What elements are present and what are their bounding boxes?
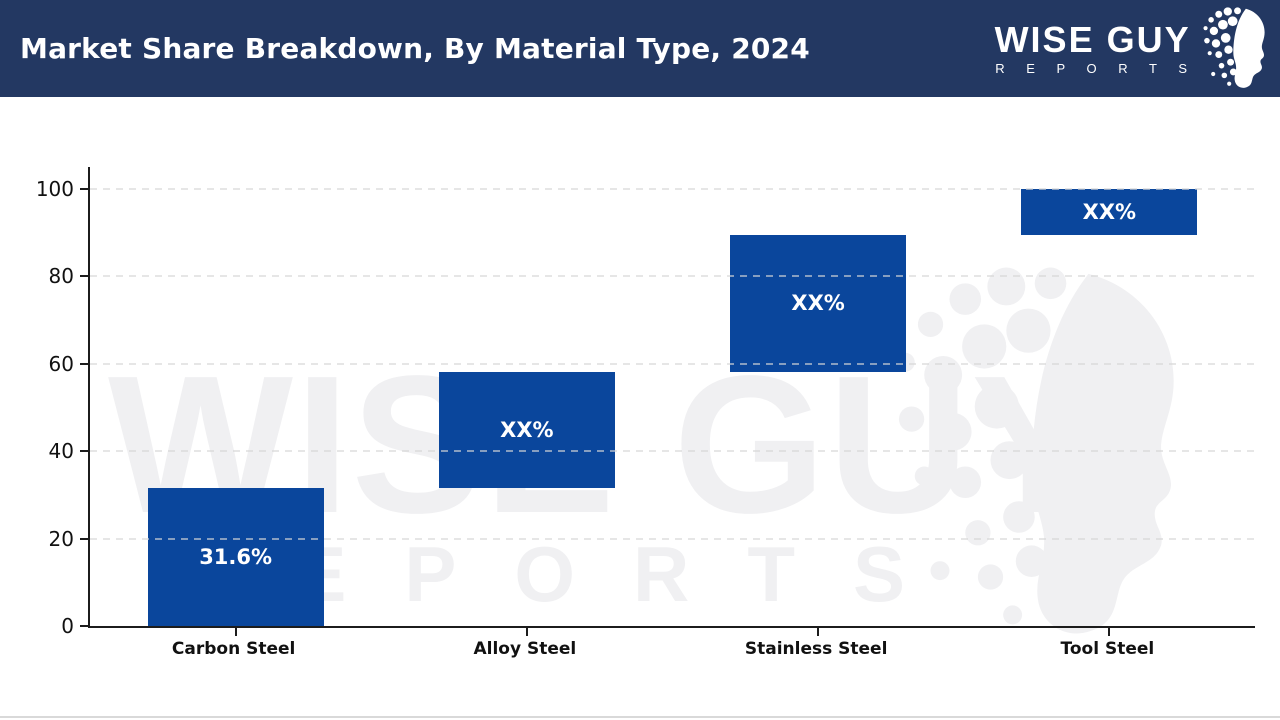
wiseguy-logo-name: WISE GUY — [994, 19, 1191, 60]
bar-tool-steel: XX% — [1021, 188, 1198, 235]
y-tick-label: 60 — [48, 351, 74, 376]
y-tick-label: 0 — [61, 614, 74, 638]
gridline — [90, 450, 1255, 453]
bar-value-label: 31.6% — [199, 544, 273, 569]
wiseguy-logo-subtitle: R E P O R T S — [995, 61, 1196, 76]
wiseguy-logo: WISE GUY R E P O R T S — [989, 6, 1266, 91]
bar-alloy-steel: XX% — [438, 372, 615, 488]
y-tick-mark — [80, 625, 88, 627]
x-tick-label: Alloy Steel — [473, 639, 577, 659]
y-tick-label: 20 — [48, 526, 74, 551]
gridline — [90, 187, 1255, 190]
wiseguy-logo-text: WISE GUY R E P O R T S — [989, 19, 1196, 76]
x-tick-mark — [525, 628, 528, 636]
y-tick-mark — [80, 450, 88, 453]
bar-value-label: XX% — [1082, 199, 1137, 224]
chart-title: Market Share Breakdown, By Material Type… — [20, 32, 810, 65]
y-tick-mark — [80, 275, 88, 278]
y-tick-mark — [80, 537, 88, 540]
y-tick-mark — [80, 187, 88, 190]
bar-stainless-steel: XX% — [730, 234, 907, 373]
x-tick-label: Stainless Steel — [744, 639, 888, 659]
x-axis-labels: Carbon Steel Alloy Steel Stainless Steel To… — [88, 639, 1253, 669]
y-axis-labels: 0 20 40 60 80 100 — [0, 167, 74, 638]
bar-value-label: XX% — [500, 418, 554, 443]
bar-carbon-steel: 31.6% — [147, 487, 324, 626]
x-tick-label: Carbon Steel — [171, 639, 296, 659]
gridline — [90, 275, 1255, 278]
x-tick-mark — [234, 628, 237, 636]
x-tick-label: Tool Steel — [1060, 639, 1155, 659]
bottom-divider — [0, 716, 1280, 718]
plot-area: 31.6% XX% XX% XX% — [80, 167, 1255, 636]
gridline — [90, 362, 1255, 365]
y-tick-label: 80 — [48, 264, 74, 289]
x-tick-mark — [1108, 628, 1111, 636]
y-tick-mark — [80, 362, 88, 365]
y-tick-label: 40 — [48, 439, 74, 464]
bar-value-label: XX% — [791, 291, 845, 316]
gridline — [90, 537, 1255, 540]
x-tick-mark — [817, 628, 820, 636]
dotted-head-icon — [1203, 6, 1265, 88]
y-tick-label: 100 — [35, 176, 74, 201]
header-bar: Market Share Breakdown, By Material Type… — [0, 0, 1280, 97]
